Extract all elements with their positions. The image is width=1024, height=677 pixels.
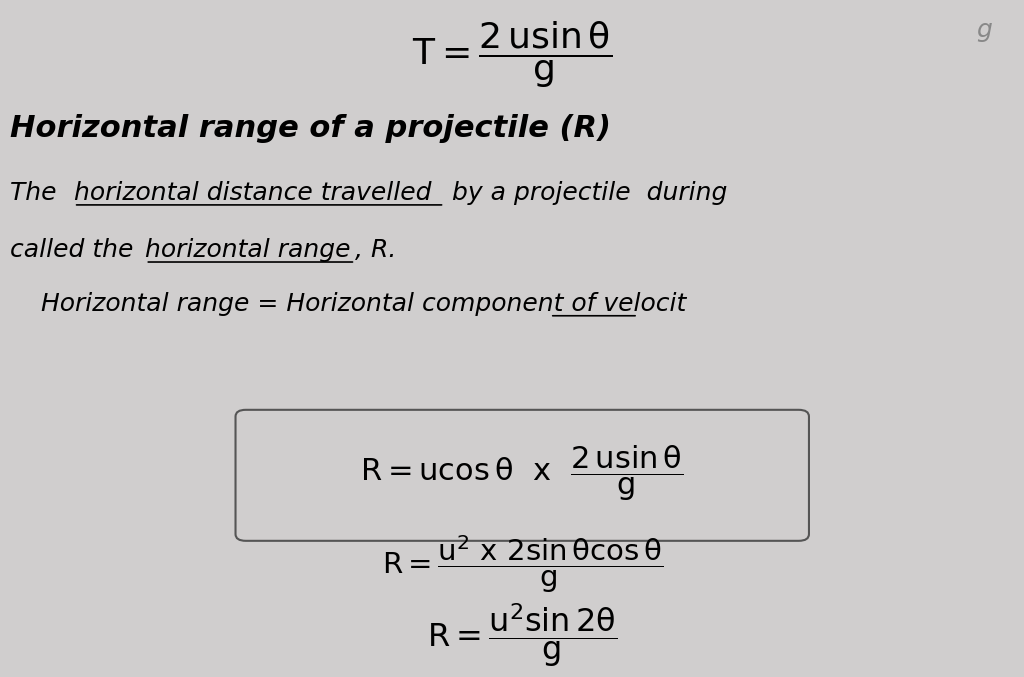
Text: $g$: $g$ (976, 20, 993, 44)
Text: $\mathrm{R = \dfrac{u^2\sin 2\theta}{g}}$: $\mathrm{R = \dfrac{u^2\sin 2\theta}{g}}… (427, 601, 617, 669)
Text: $\mathrm{T=\dfrac{2\,u\sin\theta}{g}}$: $\mathrm{T=\dfrac{2\,u\sin\theta}{g}}$ (412, 20, 612, 91)
Text: called the: called the (10, 238, 141, 263)
Text: $\mathrm{R = u\cos\theta\ \ x\ \ \dfrac{2\,u\sin\theta}{g}}$: $\mathrm{R = u\cos\theta\ \ x\ \ \dfrac{… (360, 444, 684, 504)
FancyBboxPatch shape (236, 410, 809, 541)
Text: The: The (10, 181, 65, 205)
Text: Horizontal range = Horizontal component of velocit: Horizontal range = Horizontal component … (41, 292, 686, 316)
Text: horizontal distance travelled: horizontal distance travelled (74, 181, 431, 205)
Text: Horizontal range of a projectile (R): Horizontal range of a projectile (R) (10, 114, 611, 144)
Text: horizontal range: horizontal range (145, 238, 351, 263)
Text: $\mathrm{R = \dfrac{u^2\ x\ 2\sin\theta\cos\theta}{g}}$: $\mathrm{R = \dfrac{u^2\ x\ 2\sin\theta\… (382, 534, 663, 595)
Text: by a projectile  during: by a projectile during (444, 181, 728, 205)
Text: , R.: , R. (355, 238, 396, 263)
